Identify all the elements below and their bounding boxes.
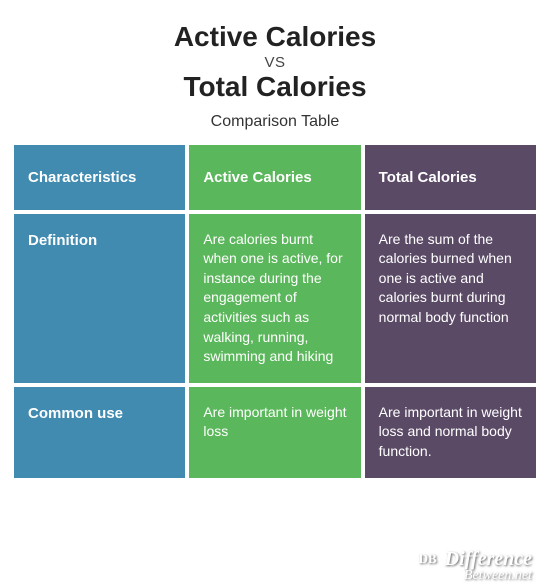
vs-label: vs [10,54,540,71]
cell-definition-total: Are the sum of the calories burned when … [365,214,536,383]
col-header-characteristics: Characteristics [14,145,185,210]
branding-sub-text: Between.net [464,568,532,583]
header: Active Calories vs Total Calories Compar… [0,0,550,145]
row-label-definition: Definition [14,214,185,383]
title-term-a: Active Calories [10,22,540,53]
cell-common-use-active: Are important in weight loss [189,387,360,478]
col-header-total: Total Calories [365,145,536,210]
branding-logo: DBDifference Between.net [413,549,532,582]
branding-db-icon: DB [413,549,443,568]
subtitle: Comparison Table [10,113,540,131]
branding-main-text: Difference [445,548,532,570]
col-header-active: Active Calories [189,145,360,210]
comparison-table: Characteristics Active Calories Total Ca… [0,145,550,478]
row-label-common-use: Common use [14,387,185,478]
title-term-b: Total Calories [10,72,540,103]
cell-definition-active: Are calories burnt when one is active, f… [189,214,360,383]
cell-common-use-total: Are important in weight loss and normal … [365,387,536,478]
